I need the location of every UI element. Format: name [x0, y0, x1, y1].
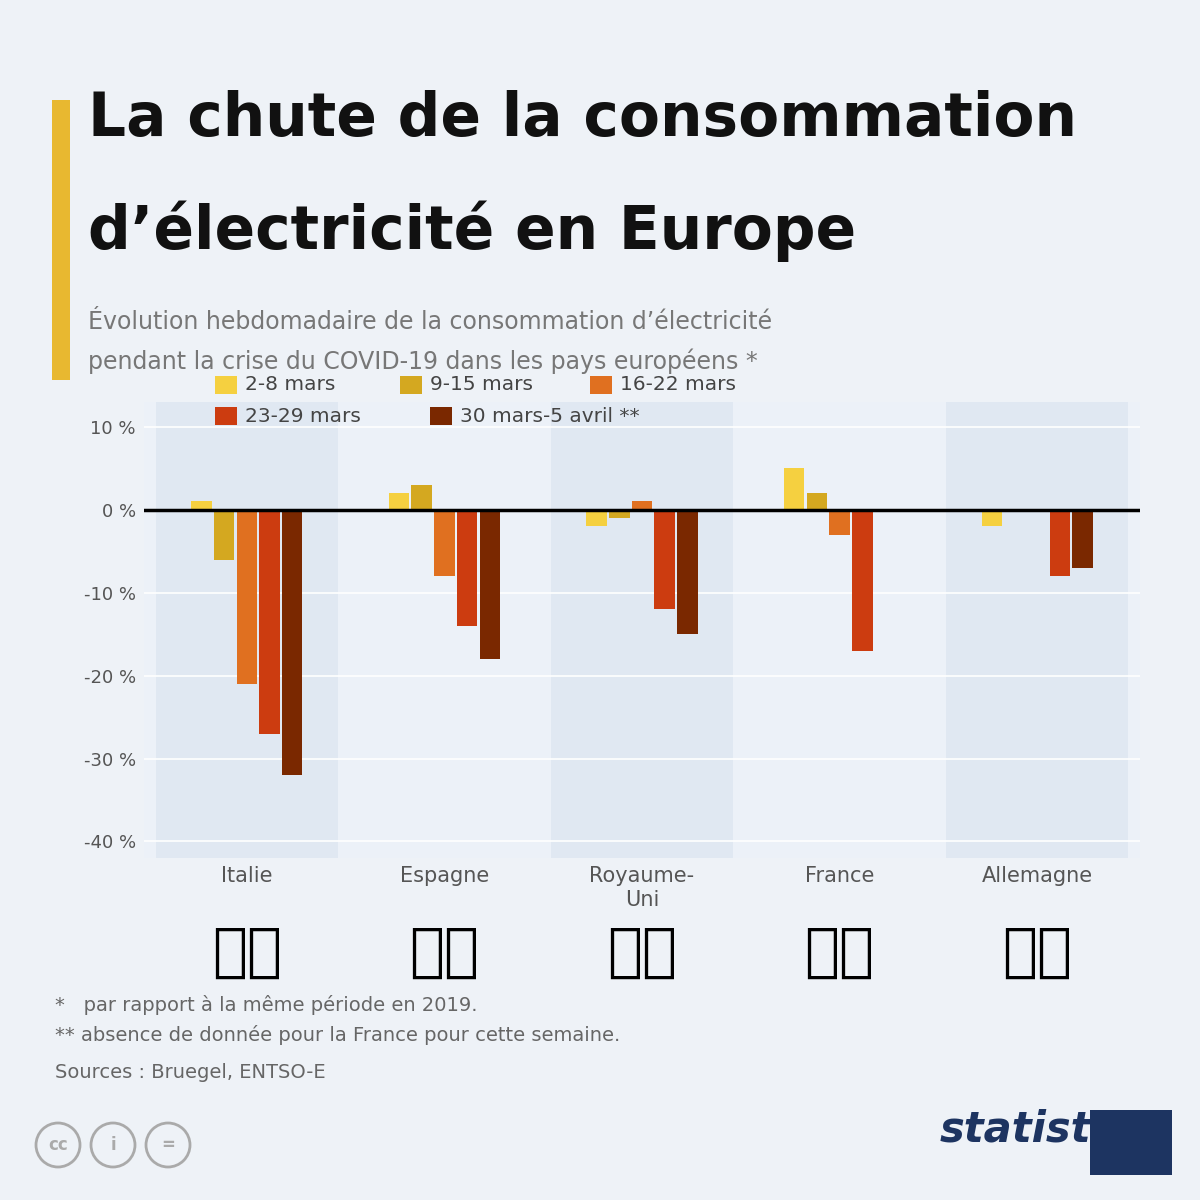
Bar: [412, 485, 432, 510]
Text: Évolution hebdomadaire de la consommation d’électricité: Évolution hebdomadaire de la consommatio…: [88, 310, 772, 334]
Text: La chute de la consommation: La chute de la consommation: [88, 90, 1078, 149]
FancyBboxPatch shape: [215, 376, 238, 394]
Text: d’électricité en Europe: d’électricité en Europe: [88, 200, 856, 262]
Bar: [784, 468, 804, 510]
Bar: [982, 510, 1002, 527]
Text: 9-15 mars: 9-15 mars: [430, 376, 533, 395]
Bar: [749, 402, 930, 858]
Bar: [1073, 510, 1093, 568]
Bar: [677, 510, 697, 634]
Text: 16-22 mars: 16-22 mars: [620, 376, 736, 395]
FancyBboxPatch shape: [52, 100, 70, 380]
Text: i: i: [110, 1136, 116, 1154]
FancyBboxPatch shape: [400, 376, 422, 394]
Bar: [434, 510, 455, 576]
Bar: [829, 510, 850, 535]
Text: statista: statista: [940, 1109, 1120, 1151]
Bar: [480, 510, 500, 659]
Bar: [631, 502, 653, 510]
Bar: [610, 510, 630, 518]
Text: ** absence de donnée pour la France pour cette semaine.: ** absence de donnée pour la France pour…: [55, 1025, 620, 1045]
Text: 2-8 mars: 2-8 mars: [245, 376, 335, 395]
Polygon shape: [1100, 1115, 1168, 1170]
Bar: [191, 502, 211, 510]
FancyBboxPatch shape: [1090, 1110, 1172, 1175]
Text: 🇬🇧: 🇬🇧: [607, 924, 677, 980]
Bar: [551, 402, 733, 858]
Text: 🇪🇸: 🇪🇸: [409, 924, 479, 980]
Text: pendant la crise du COVID-19 dans les pays européens *: pendant la crise du COVID-19 dans les pa…: [88, 348, 757, 373]
Bar: [214, 510, 234, 559]
FancyBboxPatch shape: [430, 407, 452, 425]
Text: =: =: [161, 1136, 175, 1154]
Bar: [587, 510, 607, 527]
Text: 23-29 mars: 23-29 mars: [245, 407, 361, 426]
FancyBboxPatch shape: [215, 407, 238, 425]
Bar: [389, 493, 409, 510]
Text: 🇮🇹: 🇮🇹: [211, 924, 282, 980]
Bar: [947, 402, 1128, 858]
Bar: [806, 493, 827, 510]
Bar: [236, 510, 257, 684]
Bar: [259, 510, 280, 733]
Bar: [457, 510, 478, 626]
Bar: [282, 510, 302, 775]
Text: cc: cc: [48, 1136, 68, 1154]
Bar: [852, 510, 872, 650]
Text: 🇫🇷: 🇫🇷: [805, 924, 875, 980]
Bar: [354, 402, 535, 858]
Text: *   par rapport à la même période en 2019.: * par rapport à la même période en 2019.: [55, 995, 478, 1015]
Bar: [654, 510, 674, 610]
Text: 🇩🇪: 🇩🇪: [1002, 924, 1073, 980]
Text: 30 mars-5 avril **: 30 mars-5 avril **: [460, 407, 640, 426]
Bar: [156, 402, 337, 858]
Bar: [1050, 510, 1070, 576]
FancyBboxPatch shape: [590, 376, 612, 394]
Text: Sources : Bruegel, ENTSO-E: Sources : Bruegel, ENTSO-E: [55, 1063, 325, 1082]
